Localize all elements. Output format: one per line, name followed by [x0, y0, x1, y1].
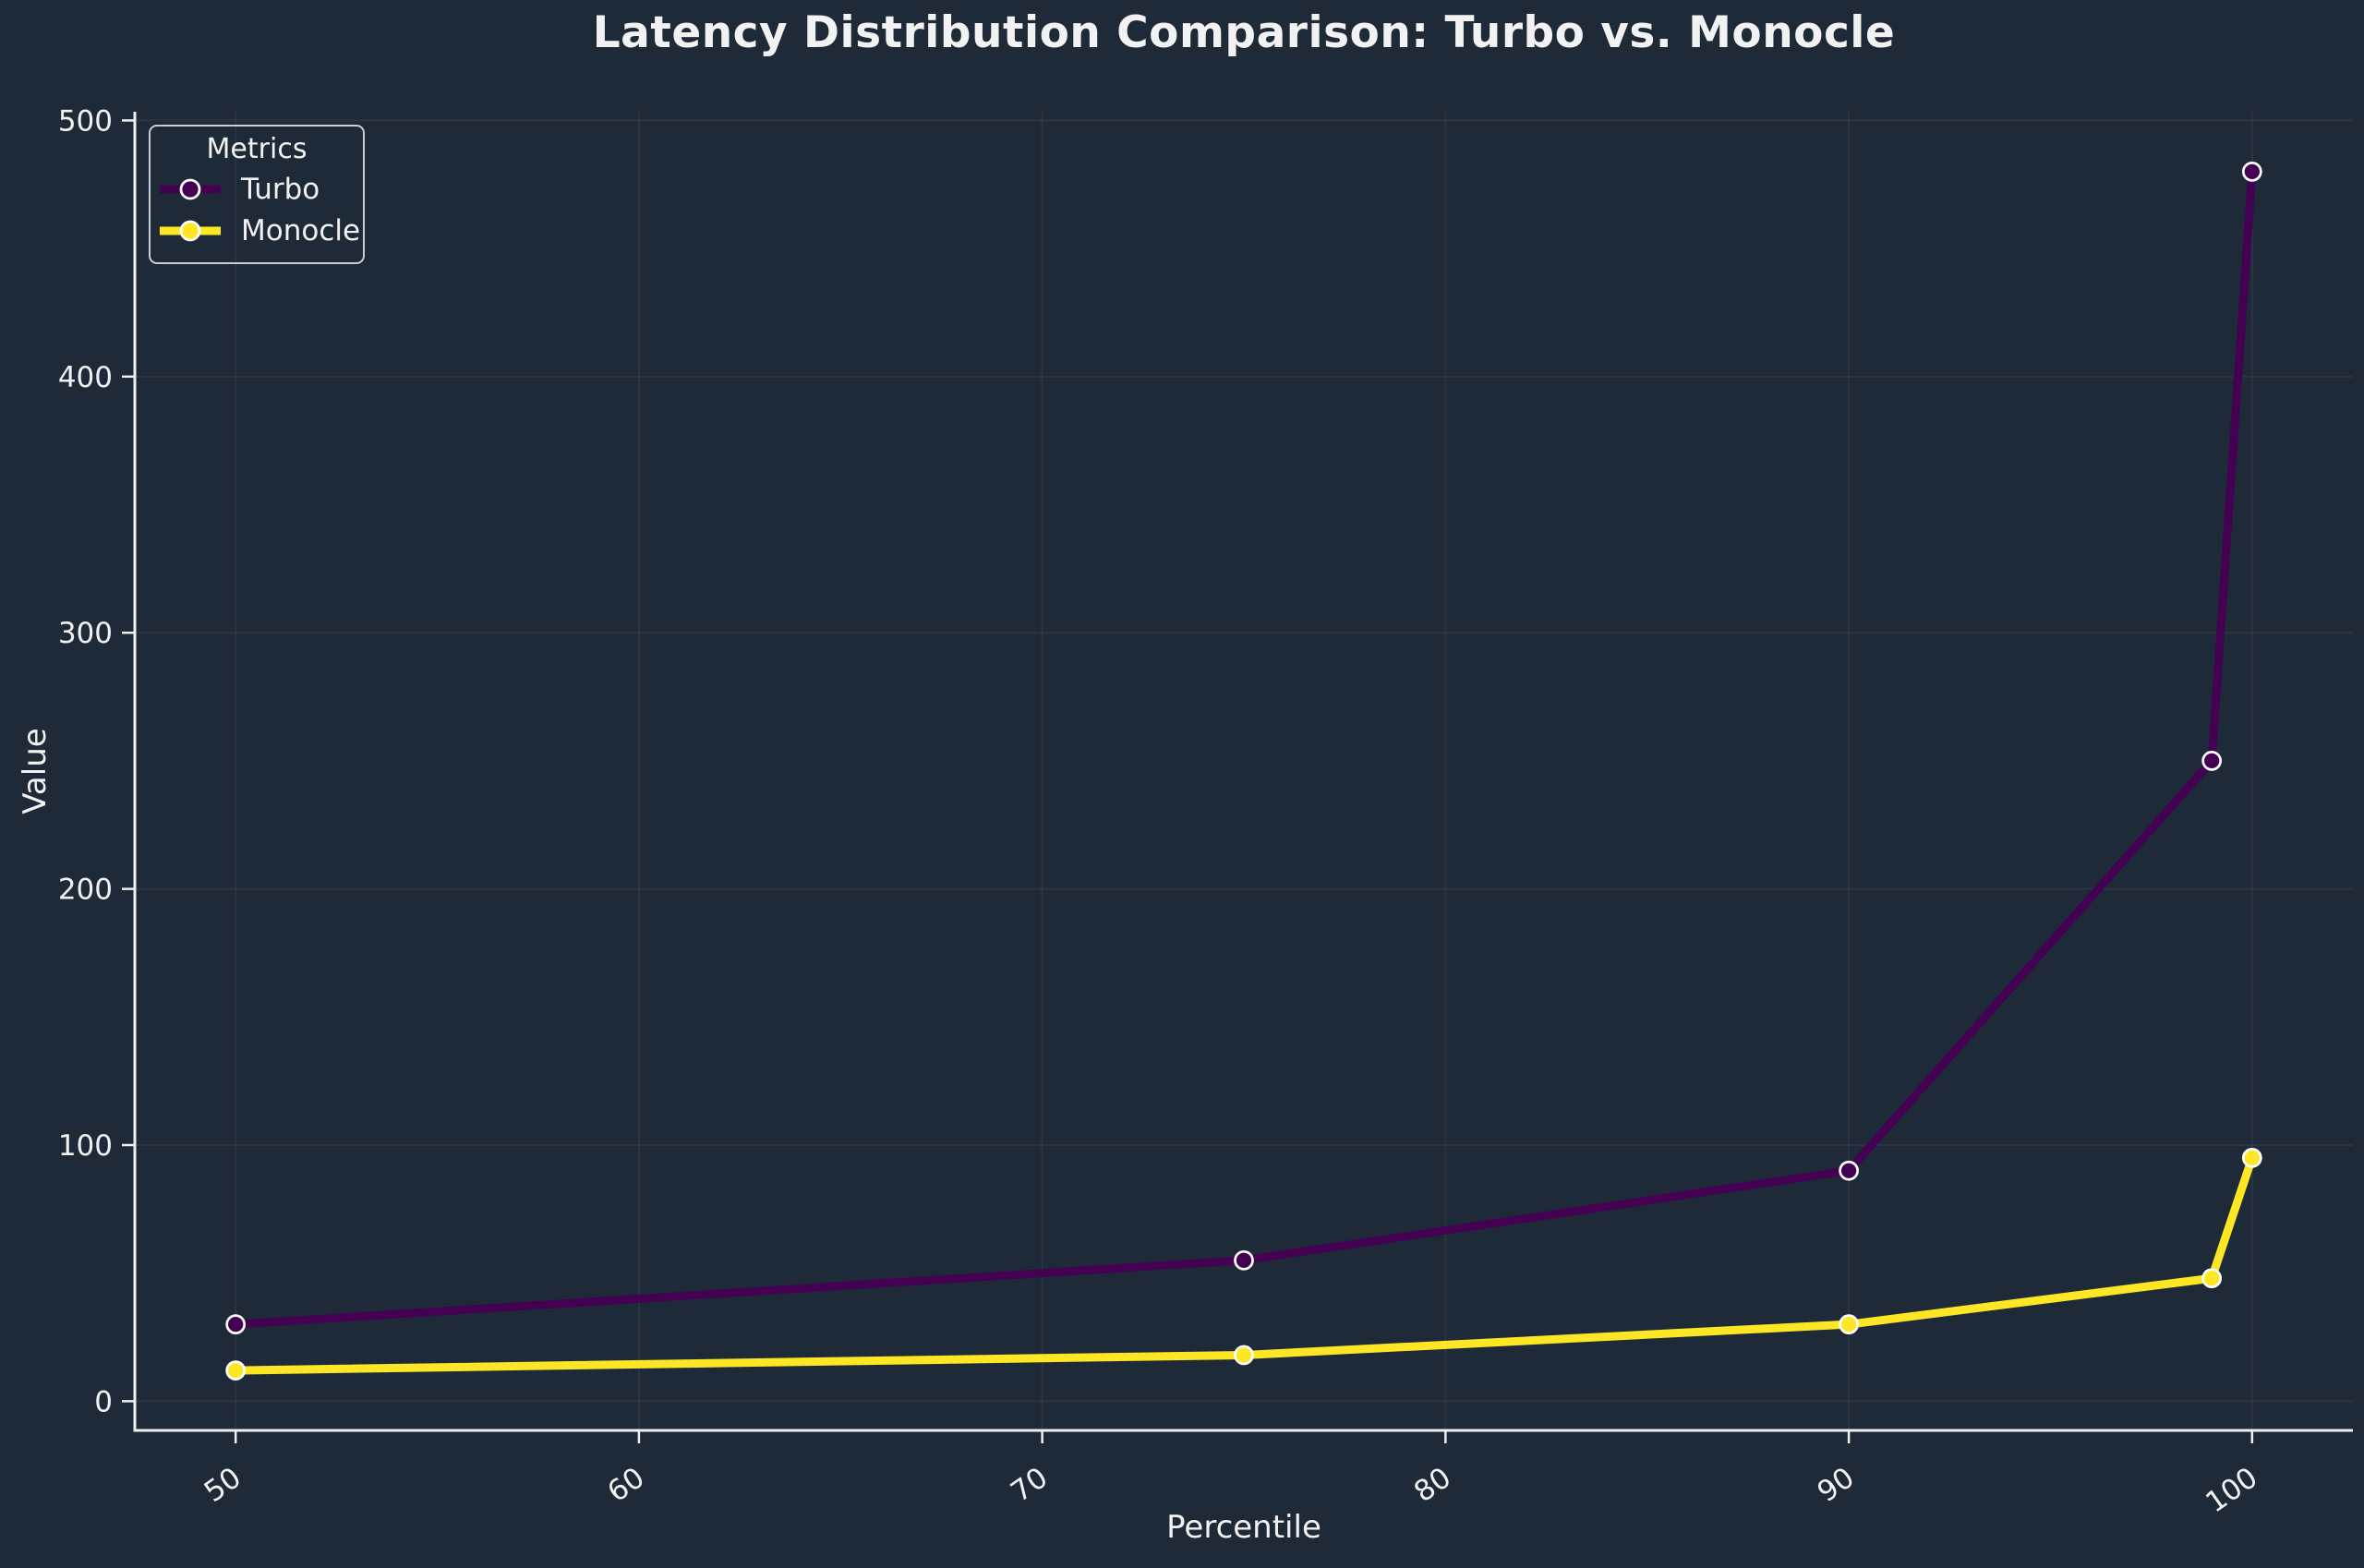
- monocle-marker: [2201, 1268, 2222, 1289]
- monocle-line-sample-icon: [160, 220, 221, 241]
- legend-title: Metrics: [206, 133, 308, 165]
- legend: Metrics Turbo Monocle: [149, 125, 365, 264]
- turbo-line: [231, 167, 2257, 1329]
- legend-label-turbo: Turbo: [241, 172, 320, 206]
- x-tick-label: 50: [199, 1461, 247, 1509]
- y-tick-label: 300: [58, 617, 113, 650]
- y-tick-label: 400: [58, 361, 113, 394]
- turbo-marker: [1234, 1249, 1254, 1271]
- x-axis-label: Percentile: [1166, 1509, 1321, 1546]
- legend-label-monocle: Monocle: [241, 213, 361, 247]
- monocle-marker: [2241, 1148, 2262, 1168]
- legend-item-turbo: Turbo: [158, 168, 356, 210]
- turbo-marker: [225, 1314, 247, 1335]
- x-tick-label: 70: [1005, 1461, 1054, 1509]
- turbo-line-sample-icon: [160, 178, 221, 199]
- legend-item-monocle: Monocle: [158, 210, 360, 251]
- monocle-marker: [225, 1360, 247, 1381]
- x-tick-label: 90: [1812, 1461, 1861, 1509]
- y-tick-label: 0: [94, 1385, 113, 1418]
- y-tick-label: 500: [58, 104, 113, 138]
- chart-title: Latency Distribution Comparison: Turbo v…: [592, 7, 1896, 58]
- turbo-marker: [2201, 751, 2222, 771]
- y-axis-label: Value: [17, 728, 54, 814]
- turbo-marker: [2241, 162, 2262, 182]
- monocle-marker: [1839, 1314, 1859, 1335]
- x-tick-label: 60: [602, 1461, 651, 1509]
- x-tick-label: 80: [1408, 1461, 1457, 1509]
- y-tick-label: 200: [58, 874, 113, 907]
- y-tick-label: 100: [58, 1129, 113, 1163]
- monocle-marker: [1234, 1345, 1254, 1366]
- turbo-marker: [1839, 1160, 1859, 1181]
